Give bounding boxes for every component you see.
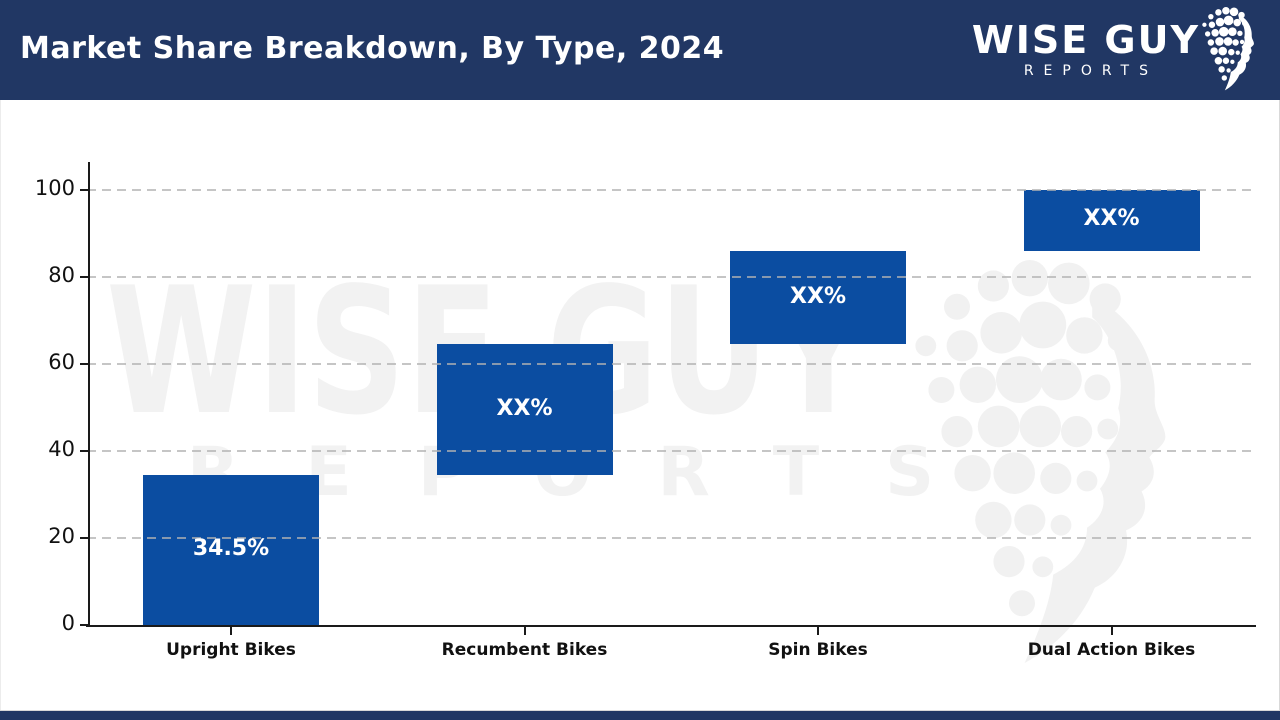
x-axis-tick	[817, 627, 819, 635]
logo-wordmark: WISE GUY	[971, 18, 1200, 63]
x-axis-tick	[230, 627, 232, 635]
logo-subtext: REPORTS	[1023, 62, 1158, 79]
x-axis-tick	[1110, 627, 1113, 635]
gridline	[87, 363, 1255, 365]
header: Market Share Breakdown, By Type, 2024 WI…	[0, 0, 1280, 100]
x-axis-category-label: Recumbent Bikes	[441, 640, 608, 660]
wiseguy-logo: WISE GUY REPORTS	[972, 6, 1268, 94]
y-axis-tick-label: 20	[48, 524, 75, 548]
y-axis-tick	[80, 276, 88, 278]
y-axis-tick	[80, 537, 88, 539]
gridline	[87, 450, 1255, 452]
y-axis-tick-label: 80	[48, 263, 75, 287]
bar-dual-action-bikes	[1023, 190, 1200, 251]
y-axis-line	[88, 162, 90, 626]
x-axis-tick	[523, 627, 526, 635]
logo-text: WISE GUY REPORTS	[971, 18, 1200, 79]
bar-value-label: 34.5%	[192, 535, 270, 561]
bar-value-label: XX%	[496, 395, 553, 421]
y-axis-tick	[80, 189, 88, 191]
gridline	[87, 189, 1255, 191]
bar-value-label: XX%	[790, 283, 846, 309]
page-title: Market Share Breakdown, By Type, 2024	[20, 31, 725, 67]
bar-upright-bikes	[143, 474, 319, 625]
bar-recumbent-bikes	[436, 344, 613, 475]
y-axis-tick	[80, 450, 88, 452]
gridline	[87, 276, 1255, 278]
plot-area: 0 20 40 60 80 100 34.5% Upright Bikes XX% Recumbe…	[1, 100, 1279, 710]
x-axis-line	[86, 625, 1256, 627]
y-axis-tick-label: 0	[61, 611, 75, 635]
chart-canvas: WISE GUY REPORTS 02040608010034.5%Uprigh…	[0, 100, 1280, 710]
y-axis-tick-label: 60	[48, 350, 75, 374]
y-axis-tick-label: 100	[34, 176, 75, 200]
x-axis-category-label: Spin Bikes	[768, 640, 868, 660]
footer-bar	[0, 710, 1280, 720]
gridline	[87, 537, 1255, 539]
x-axis-category-label: Upright Bikes	[166, 640, 296, 660]
bar-value-label: XX%	[1083, 206, 1140, 232]
wiseguy-face-icon	[1186, 7, 1268, 93]
y-axis-tick	[80, 624, 88, 626]
x-axis-category-label: Dual Action Bikes	[1027, 640, 1196, 660]
y-axis-tick	[80, 363, 88, 365]
bar-spin-bikes	[730, 250, 906, 345]
y-axis-tick-label: 40	[48, 437, 75, 461]
